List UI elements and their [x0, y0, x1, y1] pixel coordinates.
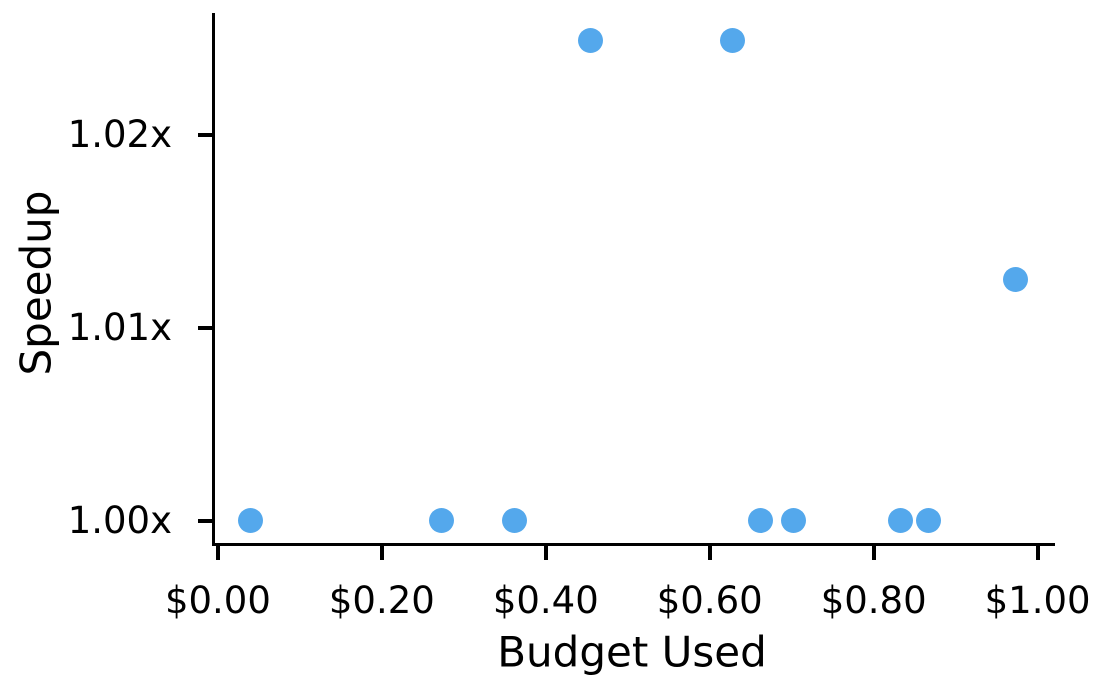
- data-point: [429, 508, 455, 534]
- x-axis-tick: [215, 543, 220, 560]
- data-point: [1002, 266, 1028, 292]
- data-point: [578, 27, 604, 53]
- x-axis-tick-label: $0.80: [820, 579, 927, 622]
- x-axis-tick-label: $0.20: [328, 579, 435, 622]
- x-axis-tick-label: $0.00: [164, 579, 271, 622]
- x-axis-tick-label: $0.60: [656, 579, 763, 622]
- x-axis-tick-label: $0.40: [492, 579, 599, 622]
- x-axis-tick: [543, 543, 548, 560]
- data-point: [720, 27, 746, 53]
- data-point: [780, 508, 806, 534]
- data-point: [748, 508, 774, 534]
- x-axis-tick: [379, 543, 384, 560]
- data-point: [238, 508, 264, 534]
- data-point: [916, 508, 942, 534]
- y-axis-tick-label: 1.01x: [67, 305, 172, 349]
- y-axis-tick-label: 1.02x: [67, 112, 172, 156]
- x-axis-tick: [871, 543, 876, 560]
- y-axis-tick: [198, 518, 215, 523]
- x-axis-title: Budget Used: [497, 627, 767, 677]
- y-axis-tick: [198, 325, 215, 330]
- data-point: [502, 508, 528, 534]
- x-axis-tick: [707, 543, 712, 560]
- data-point: [888, 508, 914, 534]
- y-axis-tick-label: 1.00x: [67, 498, 172, 542]
- plot-area: [212, 13, 1055, 546]
- x-axis-tick: [1035, 543, 1040, 560]
- y-axis-tick: [198, 132, 215, 137]
- x-axis-tick-label: $1.00: [984, 579, 1091, 622]
